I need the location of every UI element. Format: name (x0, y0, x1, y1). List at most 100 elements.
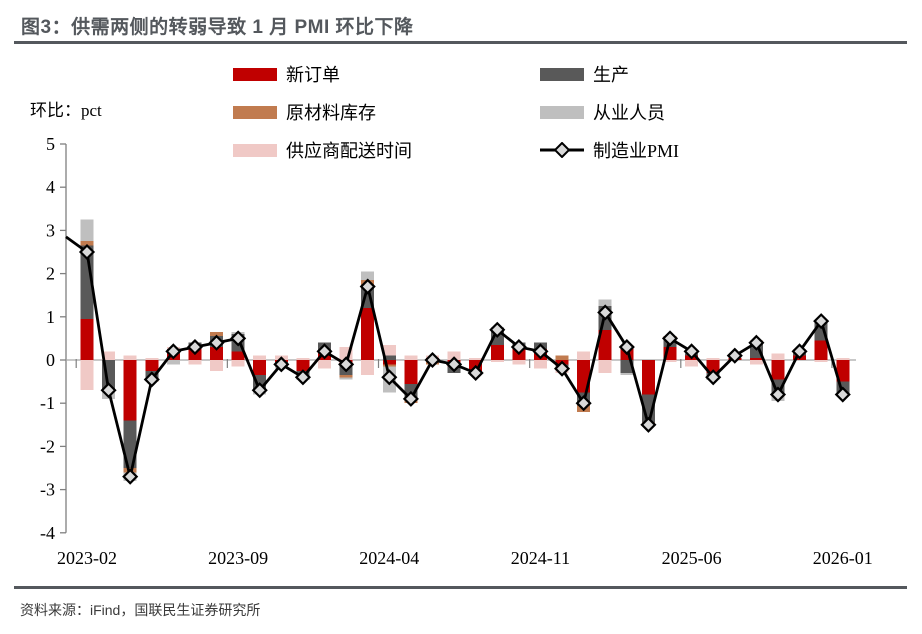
bar-segment (382, 360, 396, 365)
bar-segment (490, 344, 504, 360)
pmi-marker (489, 321, 506, 338)
pmi-marker (640, 416, 657, 433)
pmi-marker (381, 369, 398, 386)
bar-segment (123, 360, 137, 421)
bar-segment (253, 355, 267, 360)
pmi-marker (402, 390, 419, 407)
legend-label: 制造业PMI (593, 141, 680, 161)
pmi-marker (424, 351, 441, 369)
y-axis: 5 4 3 2 1 0 -1 -2 -3 -4 (40, 134, 67, 543)
source-note: 资料来源：iFind，国联民生证券研究所 (20, 602, 261, 618)
pmi-marker (186, 338, 204, 356)
bar-segment (231, 360, 245, 367)
bar-segment (382, 344, 396, 356)
x-tick-label: 2023-09 (208, 548, 268, 568)
bar-segment (555, 355, 569, 360)
bar-segment (447, 351, 461, 360)
y-tick-label: -4 (40, 523, 55, 543)
pmi-marker (122, 468, 139, 485)
bar-segment (253, 360, 267, 376)
x-tick-label: 2024-11 (511, 548, 570, 568)
bar-segment (512, 360, 526, 365)
legend-item-4: 从业人员 (540, 99, 679, 125)
bar-segment (339, 377, 353, 380)
legend-swatch (233, 105, 277, 119)
bar-segment (210, 347, 224, 360)
legend-item-2: 供应商配送时间 (233, 137, 540, 163)
bar-segment (296, 357, 310, 360)
bar-segment (80, 219, 94, 242)
bar-segment (641, 360, 655, 395)
bar-segment (404, 355, 418, 360)
bar-segment (598, 329, 612, 360)
pmi-marker (230, 330, 247, 347)
pmi-marker (769, 386, 787, 403)
footer-divider (14, 586, 907, 589)
bar-segment (620, 372, 634, 376)
bar-segment (469, 357, 483, 360)
pmi-marker (446, 356, 463, 373)
pmi-marker (532, 343, 549, 360)
y-tick-label: 4 (46, 177, 55, 197)
pmi-marker (338, 356, 355, 373)
x-tick-label: 2024-04 (359, 548, 419, 568)
bar-segment (80, 241, 94, 246)
legend-swatch (233, 67, 277, 81)
x-tick-label: 2026-01 (813, 548, 873, 568)
legend-item-1: 原材料库存 (233, 99, 540, 125)
bar-segment (382, 355, 396, 360)
bar-segment (771, 360, 785, 380)
bar-segment (836, 357, 850, 360)
bar-segment (706, 357, 720, 360)
bar-segment (166, 360, 180, 365)
pmi-marker (78, 243, 96, 261)
bar-segment (361, 308, 375, 360)
x-tick-label: 2023-02 (57, 548, 117, 568)
bar-segment (80, 360, 94, 391)
x-axis: 2023-02 2023-09 2024-04 2024-11 2025-06 2026-… (57, 359, 873, 568)
pmi-marker (359, 278, 376, 295)
pmi-marker (726, 347, 743, 364)
pmi-marker (813, 313, 830, 330)
legend-label: 生产 (593, 65, 629, 85)
bar-segment (339, 375, 353, 378)
pmi-marker (143, 371, 160, 388)
figure-title: 图3：供需两侧的转弱导致 1 月 PMI 环比下降 (21, 17, 414, 38)
legend-label: 原材料库存 (286, 103, 376, 123)
x-tick-label: 2025-06 (662, 548, 722, 568)
bar-segment (598, 299, 612, 306)
bar-segment (318, 360, 332, 369)
legend-swatch (540, 105, 584, 119)
bar-segment (145, 360, 159, 371)
pmi-marker (294, 369, 311, 386)
y-tick-label: -2 (40, 436, 55, 456)
bar-segment (577, 351, 591, 360)
bar-segment (490, 360, 504, 363)
legend-item-0: 新订单 (233, 61, 540, 87)
bar-segment (749, 357, 763, 360)
legend-label: 从业人员 (593, 103, 665, 123)
bar-segment (210, 331, 224, 337)
pmi-marker (834, 386, 851, 403)
bar-segment (663, 360, 677, 363)
bar-segment (188, 360, 202, 365)
legend-swatch (233, 143, 277, 157)
y-tick-label: 3 (46, 220, 55, 240)
bar-segment (814, 360, 828, 363)
legend-label: 新订单 (286, 65, 340, 85)
pmi-marker (618, 338, 635, 356)
bar-segment (814, 340, 828, 360)
bar-segment (231, 351, 245, 360)
pmi-marker (553, 360, 571, 377)
bar-segment (80, 318, 94, 360)
y-tick-label: -3 (40, 480, 55, 500)
chart-legend: 新订单原材料库存供应商配送时间 生产从业人员制造业PMI (233, 61, 679, 175)
legend-item-3: 生产 (540, 61, 679, 87)
bar-segment (102, 351, 116, 360)
pmi-marker (165, 343, 182, 360)
bar-segment (685, 360, 699, 367)
y-tick-label: 2 (46, 264, 55, 284)
bar-segment (361, 360, 375, 376)
pmi-marker (748, 334, 765, 351)
